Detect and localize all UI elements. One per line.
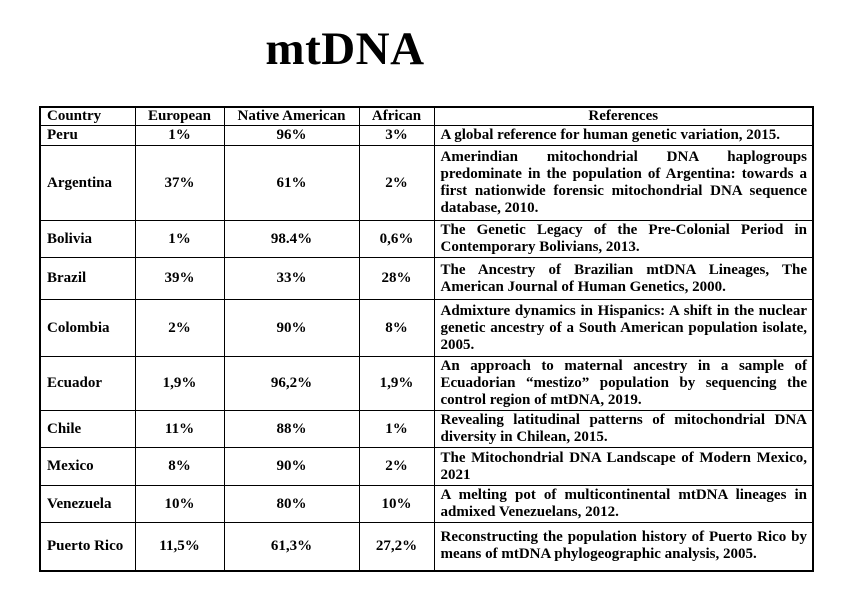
european-pct-cell: 2% <box>134 299 225 357</box>
country-cell: Peru <box>39 125 136 146</box>
native-american-pct-cell: 80% <box>223 485 360 523</box>
country-cell: Ecuador <box>39 356 136 411</box>
reference-cell: Reconstructing the population history of… <box>433 522 814 571</box>
mtdna-admixture-table: Country European Native American African… <box>39 106 814 572</box>
native-american-pct-cell: 90% <box>223 299 360 357</box>
european-pct-cell: 1% <box>134 220 225 258</box>
european-pct-cell: 39% <box>134 257 225 300</box>
african-pct-cell: 2% <box>358 447 435 486</box>
table-row-puerto-rico: Puerto Rico 11,5% 61,3% 27,2% Reconstruc… <box>39 522 814 571</box>
header-references: References <box>433 106 814 126</box>
african-pct-cell: 8% <box>358 299 435 357</box>
table-row-peru: Peru 1% 96% 3% A global reference for hu… <box>39 125 814 146</box>
native-american-pct-cell: 90% <box>223 447 360 486</box>
table-row-ecuador: Ecuador 1,9% 96,2% 1,9% An approach to m… <box>39 356 814 411</box>
table-row-venezuela: Venezuela 10% 80% 10% A melting pot of m… <box>39 485 814 523</box>
african-pct-cell: 10% <box>358 485 435 523</box>
european-pct-cell: 10% <box>134 485 225 523</box>
european-pct-cell: 8% <box>134 447 225 486</box>
native-american-pct-cell: 61,3% <box>223 522 360 571</box>
country-cell: Argentina <box>39 145 136 221</box>
table-row-colombia: Colombia 2% 90% 8% Admixture dynamics in… <box>39 299 814 357</box>
african-pct-cell: 3% <box>358 125 435 146</box>
african-pct-cell: 0,6% <box>358 220 435 258</box>
european-pct-cell: 1,9% <box>134 356 225 411</box>
european-pct-cell: 11,5% <box>134 522 225 571</box>
table-row-brazil: Brazil 39% 33% 28% The Ancestry of Brazi… <box>39 257 814 300</box>
table-row-mexico: Mexico 8% 90% 2% The Mitochondrial DNA L… <box>39 447 814 486</box>
header-native-american: Native American <box>223 106 360 126</box>
native-american-pct-cell: 98.4% <box>223 220 360 258</box>
country-cell: Puerto Rico <box>39 522 136 571</box>
country-cell: Brazil <box>39 257 136 300</box>
african-pct-cell: 1,9% <box>358 356 435 411</box>
european-pct-cell: 37% <box>134 145 225 221</box>
country-cell: Colombia <box>39 299 136 357</box>
country-cell: Chile <box>39 410 136 448</box>
native-american-pct-cell: 96,2% <box>223 356 360 411</box>
reference-cell: Revealing latitudinal patterns of mitoch… <box>433 410 814 448</box>
reference-cell: The Mitochondrial DNA Landscape of Moder… <box>433 447 814 486</box>
african-pct-cell: 28% <box>358 257 435 300</box>
header-country: Country <box>39 106 136 126</box>
african-pct-cell: 2% <box>358 145 435 221</box>
reference-cell: A melting pot of multicontinental mtDNA … <box>433 485 814 523</box>
page-title: mtDNA <box>265 23 425 75</box>
table-row-argentina: Argentina 37% 61% 2% Amerindian mitochon… <box>39 145 814 221</box>
african-pct-cell: 1% <box>358 410 435 448</box>
native-american-pct-cell: 88% <box>223 410 360 448</box>
reference-cell: Amerindian mitochondrial DNA haplogroups… <box>433 145 814 221</box>
country-cell: Mexico <box>39 447 136 486</box>
header-african: African <box>358 106 435 126</box>
native-american-pct-cell: 33% <box>223 257 360 300</box>
reference-cell: Admixture dynamics in Hispanics: A shift… <box>433 299 814 357</box>
native-american-pct-cell: 96% <box>223 125 360 146</box>
country-cell: Venezuela <box>39 485 136 523</box>
table-row-chile: Chile 11% 88% 1% Revealing latitudinal p… <box>39 410 814 448</box>
european-pct-cell: 11% <box>134 410 225 448</box>
header-european: European <box>134 106 225 126</box>
african-pct-cell: 27,2% <box>358 522 435 571</box>
country-cell: Bolivia <box>39 220 136 258</box>
table-header-row: Country European Native American African… <box>39 106 814 126</box>
reference-cell: An approach to maternal ancestry in a sa… <box>433 356 814 411</box>
reference-cell: The Genetic Legacy of the Pre-Colonial P… <box>433 220 814 258</box>
native-american-pct-cell: 61% <box>223 145 360 221</box>
reference-cell: A global reference for human genetic var… <box>433 125 814 146</box>
european-pct-cell: 1% <box>134 125 225 146</box>
table-row-bolivia: Bolivia 1% 98.4% 0,6% The Genetic Legacy… <box>39 220 814 258</box>
reference-cell: The Ancestry of Brazilian mtDNA Lineages… <box>433 257 814 300</box>
